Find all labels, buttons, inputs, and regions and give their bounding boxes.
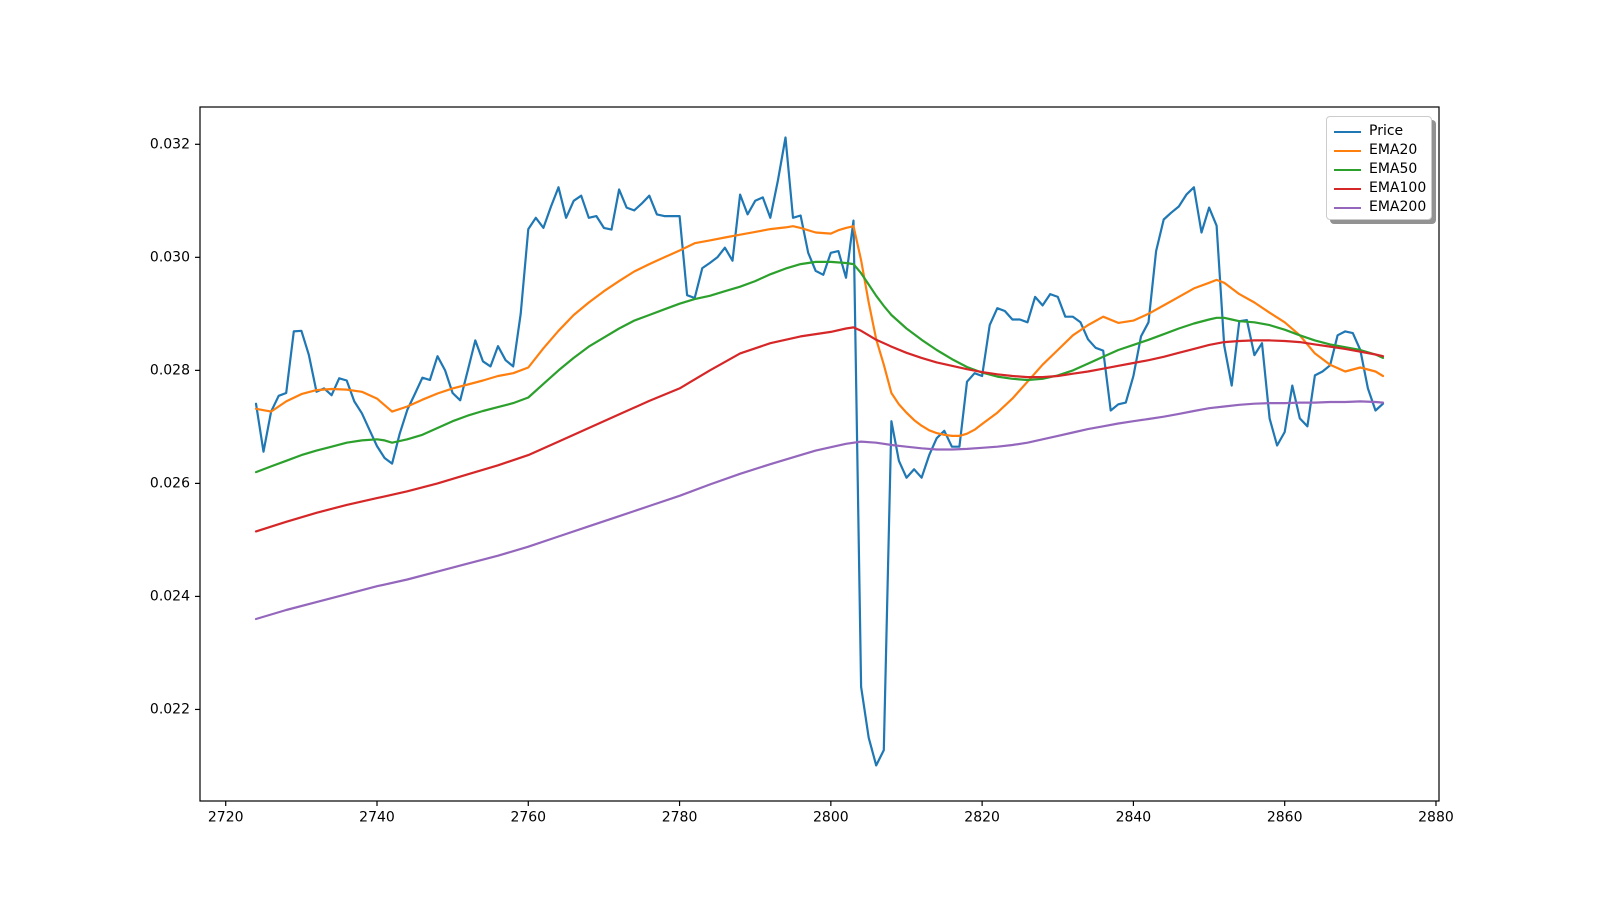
y-tick-label: 0.032 <box>150 136 190 152</box>
ema100-line <box>254 326 1385 533</box>
legend-label-price: Price <box>1369 123 1404 139</box>
price-line <box>254 136 1385 767</box>
legend-label-ema100: EMA100 <box>1369 180 1427 196</box>
x-tick-label: 2820 <box>964 810 1000 826</box>
legend-entry: EMA200 <box>1334 198 1427 217</box>
ema50-line <box>254 260 1385 474</box>
legend-line-sample-price <box>1334 130 1361 133</box>
axes-spines <box>199 106 1440 802</box>
legend-label-ema200: EMA200 <box>1369 199 1427 215</box>
x-tick-label: 2740 <box>359 810 395 826</box>
ema20-line <box>254 225 1385 437</box>
y-tick-label: 0.028 <box>150 362 190 378</box>
legend-entry: EMA50 <box>1334 160 1427 179</box>
x-tick-label: 2800 <box>813 810 849 826</box>
x-tick-label: 2840 <box>1116 810 1152 826</box>
y-tick-label: 0.030 <box>150 249 190 265</box>
legend-line-sample-ema50 <box>1334 168 1361 171</box>
x-tick-label: 2760 <box>510 810 546 826</box>
legend-line-sample-ema200 <box>1334 206 1361 209</box>
legend-entry: EMA20 <box>1334 141 1427 160</box>
y-tick-label: 0.022 <box>150 701 190 717</box>
legend-line-sample-ema20 <box>1334 149 1361 152</box>
y-tick-label: 0.026 <box>150 475 190 491</box>
legend-entry: EMA100 <box>1334 179 1427 198</box>
y-tick-label: 0.024 <box>150 588 190 604</box>
legend-entry: Price <box>1334 122 1427 141</box>
ema200-line <box>254 400 1385 621</box>
legend-label-ema50: EMA50 <box>1369 161 1418 177</box>
legend-line-sample-ema100 <box>1334 187 1361 190</box>
x-tick-label: 2860 <box>1267 810 1303 826</box>
x-tick-label: 2780 <box>662 810 698 826</box>
legend-label-ema20: EMA20 <box>1369 142 1418 158</box>
x-tick-label: 2720 <box>208 810 244 826</box>
legend: Price EMA20 EMA50 EMA100 EMA200 <box>1326 116 1432 220</box>
x-tick-label: 2880 <box>1418 810 1454 826</box>
